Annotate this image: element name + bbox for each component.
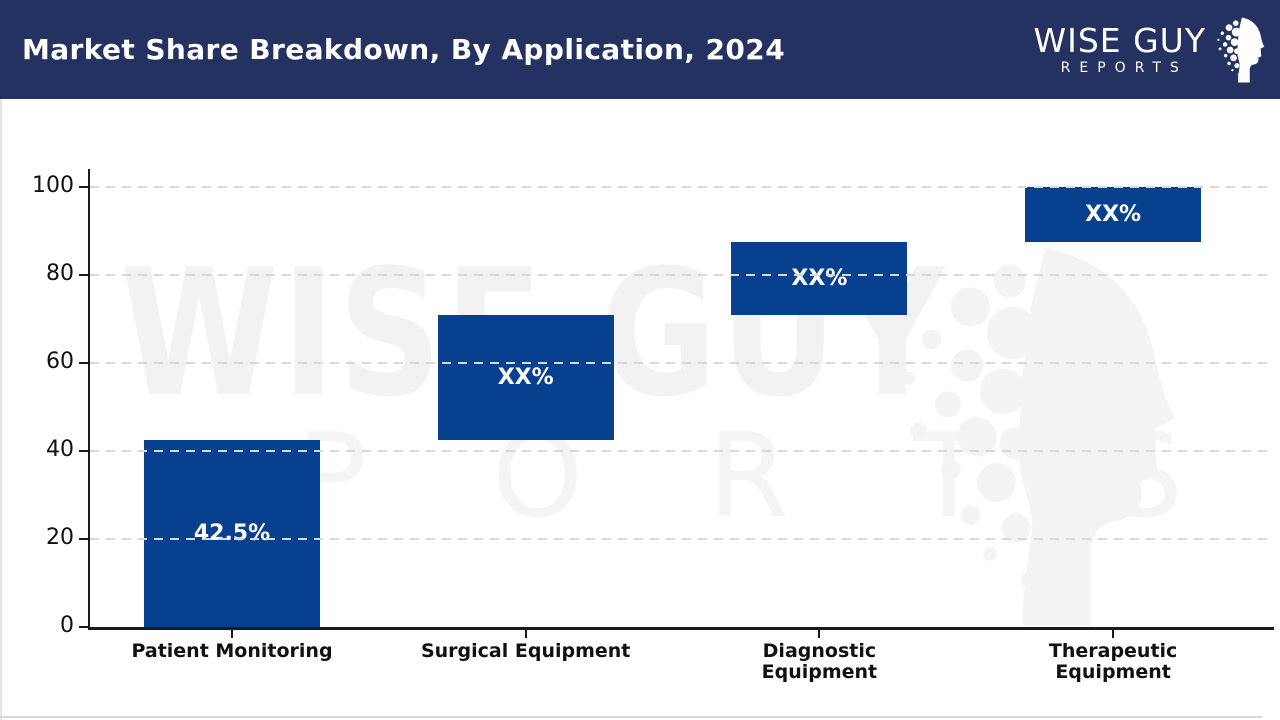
y-tick-label-80: 80 [46, 261, 74, 286]
bar-surgical-equipment: XX% [437, 314, 614, 440]
y-tick-label-20: 20 [46, 525, 74, 550]
watermark-head-icon [902, 248, 1176, 626]
y-tick-label-40: 40 [46, 437, 74, 462]
gridline-20 [90, 538, 1274, 540]
x-tick-label-patient-monitoring: Patient Monitoring [112, 641, 352, 662]
logo-subtitle-text: REPORTS [1060, 59, 1188, 76]
y-axis [88, 169, 90, 630]
waterfall-chart: WISE GUY P O R T S 0 20 40 60 80 100 42.5% Pati… [0, 99, 1280, 720]
bar-patient-monitoring: 42.5% [144, 440, 320, 627]
x-tick-label-line: Equipment [1055, 661, 1171, 683]
y-tick-label-100: 100 [32, 173, 74, 198]
bottom-divider [0, 716, 1262, 718]
x-tick-label-surgical-equipment: Surgical Equipment [406, 641, 646, 662]
gridline-60 [90, 362, 1274, 364]
y-tick-label-60: 60 [46, 349, 74, 374]
x-axis [88, 627, 1274, 630]
header-banner: Market Share Breakdown, By Application, … [0, 0, 1280, 99]
x-tick-label-line: Surgical Equipment [420, 640, 631, 662]
gridline-100 [90, 186, 1274, 188]
wise-guy-reports-logo: WISE GUY REPORTS [1033, 10, 1266, 90]
x-tick-label-line: Patient Monitoring [131, 640, 333, 662]
x-tick-mark-diagnostic-equipment [818, 630, 821, 638]
y-tick-mark-100 [79, 186, 88, 188]
page-title: Market Share Breakdown, By Application, … [22, 33, 786, 66]
y-tick-label-0: 0 [60, 613, 74, 638]
logo-name-text: WISE GUY [1033, 20, 1206, 60]
x-tick-mark-therapeutic-equipment [1112, 630, 1115, 638]
x-tick-label-line: Equipment [761, 661, 878, 683]
y-tick-mark-0 [79, 626, 88, 628]
x-tick-label-line: Diagnostic [762, 640, 877, 662]
value-label-patient-monitoring: 42.5% [193, 521, 271, 546]
value-label-diagnostic-equipment: XX% [791, 265, 848, 291]
logo-wordmark: WISE GUY REPORTS [1033, 20, 1206, 76]
x-tick-mark-surgical-equipment [524, 630, 527, 638]
y-tick-mark-60 [79, 362, 88, 364]
gridline-40 [90, 450, 1274, 452]
bar-therapeutic-equipment: XX% [1025, 187, 1202, 242]
y-tick-mark-20 [79, 538, 88, 540]
y-tick-mark-80 [79, 274, 88, 276]
x-tick-label-diagnostic-equipment: Diagnostic Equipment [699, 641, 939, 683]
value-label-surgical-equipment: XX% [497, 364, 554, 390]
head-silhouette-icon [1217, 17, 1265, 82]
value-label-therapeutic-equipment: XX% [1085, 202, 1142, 227]
x-tick-label-therapeutic-equipment: Therapeutic Equipment [993, 641, 1233, 683]
x-tick-label-line: Therapeutic [1048, 640, 1178, 662]
gridline-80 [90, 274, 1274, 276]
bar-diagnostic-equipment: XX% [731, 242, 908, 315]
x-tick-mark-patient-monitoring [231, 630, 233, 638]
y-tick-mark-40 [79, 450, 88, 452]
